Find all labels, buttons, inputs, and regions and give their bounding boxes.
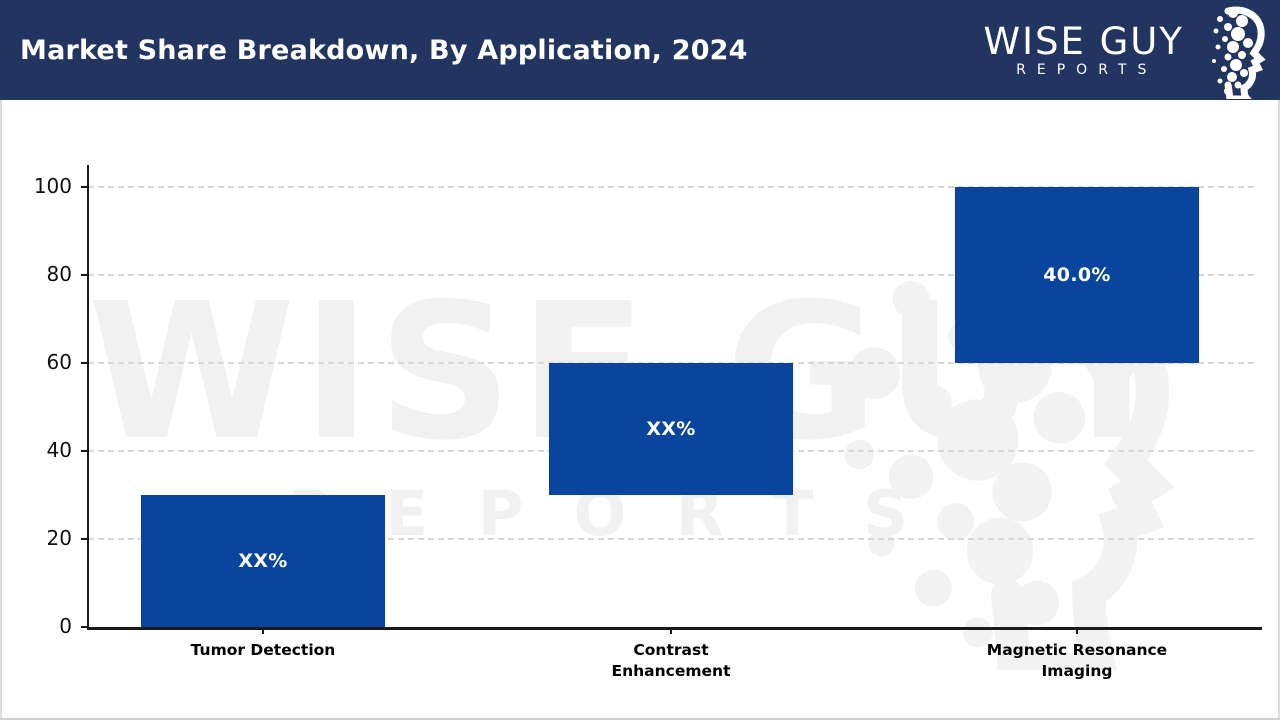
- header-bar: Market Share Breakdown, By Application, …: [0, 0, 1280, 100]
- x-tick-mark: [670, 627, 672, 634]
- chart-area: WISE GUY REPORTS 0 20 40 60 80 100 XX% Tumor De…: [0, 100, 1280, 720]
- wise-guy-reports-logo: WISE GUY REPORTS: [984, 3, 1280, 99]
- y-tick-label: 0: [59, 614, 72, 638]
- y-tick-label: 40: [46, 438, 72, 462]
- page-title: Market Share Breakdown, By Application, …: [20, 34, 748, 66]
- y-tick-mark: [81, 274, 88, 276]
- y-tick-mark: [81, 362, 88, 364]
- logo-head-profile-icon: [1212, 6, 1266, 99]
- x-category-label: Magnetic Resonance Imaging: [986, 641, 1168, 680]
- y-axis-line: [87, 165, 89, 627]
- logo-subtitle: REPORTS: [1016, 62, 1158, 78]
- y-tick-label: 20: [46, 526, 72, 550]
- y-tick-label: 60: [46, 350, 72, 374]
- gridline-y-100: [88, 186, 1254, 188]
- bar-segment: XX%: [549, 363, 793, 495]
- x-axis-line: [87, 627, 1262, 630]
- y-tick-label: 80: [46, 262, 72, 286]
- y-tick-mark: [81, 626, 88, 628]
- bar-value-label: XX%: [646, 418, 696, 440]
- bar-value-label: XX%: [238, 550, 288, 572]
- x-tick-mark: [1076, 627, 1078, 634]
- y-tick-mark: [81, 450, 88, 452]
- x-category-label: Tumor Detection: [190, 641, 336, 659]
- gridline-y-20: [88, 538, 1254, 540]
- y-tick-label: 100: [33, 174, 72, 198]
- logo-text: WISE GUY REPORTS: [984, 23, 1184, 79]
- y-tick-mark: [81, 186, 88, 188]
- bar-segment: 40.0%: [955, 187, 1199, 363]
- bar-segment: XX%: [141, 495, 385, 627]
- bar-value-label: 40.0%: [1043, 264, 1111, 286]
- y-tick-mark: [81, 538, 88, 540]
- gridline-y-80: [88, 274, 1254, 276]
- logo-name: WISE GUY: [983, 20, 1184, 63]
- x-category-label: Contrast Enhancement: [611, 641, 731, 680]
- x-tick-mark: [262, 627, 264, 634]
